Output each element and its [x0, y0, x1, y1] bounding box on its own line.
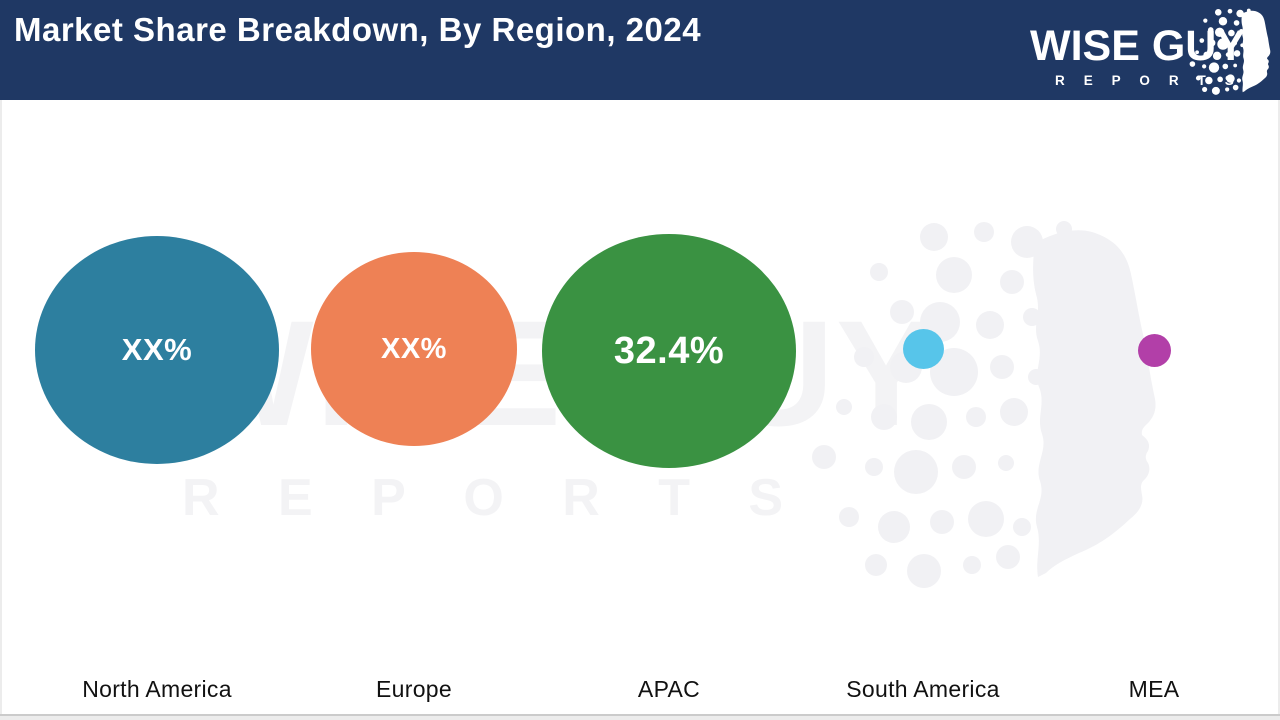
category-label-mea: MEA	[1128, 676, 1180, 702]
bubble-apac: 32.4%	[542, 234, 796, 468]
bubble-value-label: 32.4%	[613, 329, 725, 372]
bubble-europe: XX%	[311, 252, 517, 446]
wiseguy-reports-logo: WISE GUY R E P O R T S	[1030, 8, 1271, 95]
chart-area: WISE GUY R E P O R T S XX%North AmericaX…	[0, 100, 1280, 720]
category-label-north-america: North America	[82, 676, 232, 702]
bottom-divider	[0, 714, 1280, 720]
category-label-apac: APAC	[637, 676, 701, 702]
page-title: Market Share Breakdown, By Region, 2024	[14, 11, 702, 48]
category-label-south-america: South America	[846, 676, 1000, 702]
bubble-south-america	[902, 329, 944, 369]
header-bar: Market Share Breakdown, By Region, 2024 …	[0, 0, 1280, 100]
bubble-north-america: XX%	[35, 236, 279, 464]
bubble-value-label: XX%	[121, 332, 193, 367]
bubble-mea	[1137, 333, 1171, 367]
bubble-value-label: XX%	[381, 332, 447, 365]
logo-subtext: R E P O R T S	[1055, 73, 1241, 88]
category-label-europe: Europe	[376, 676, 452, 702]
